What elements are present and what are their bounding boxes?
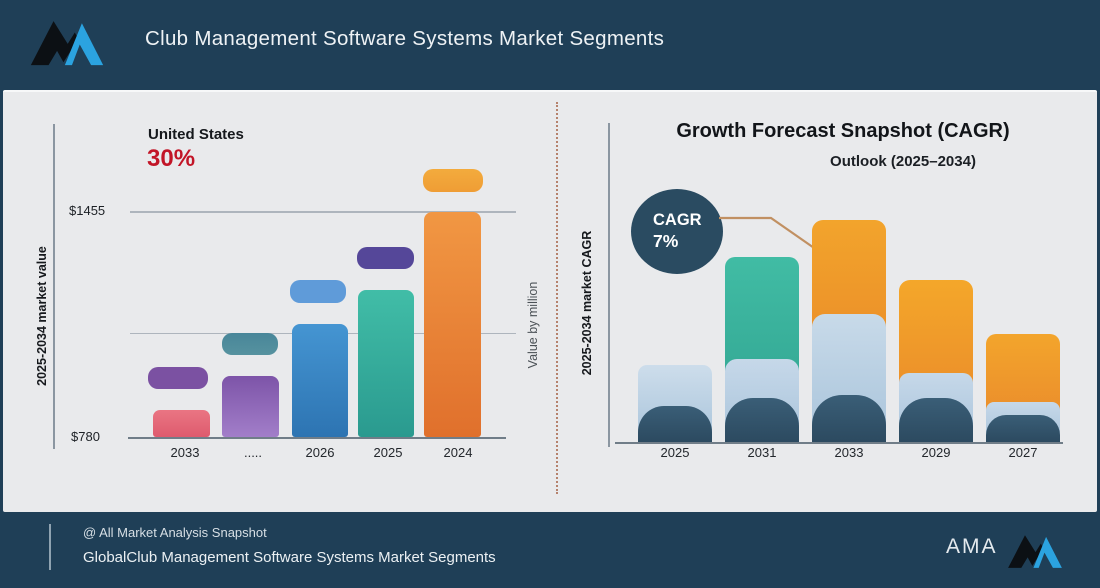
ama-logo-icon: [30, 21, 104, 66]
left-bar-cap-2026: [290, 280, 346, 303]
cagr-badge-value: 7%: [653, 230, 679, 251]
left-x-label-2033: 2033: [170, 445, 200, 460]
right-x-label-2027: 2027: [1008, 445, 1038, 460]
left-bar-dots: [222, 376, 279, 437]
right-x-axis-line: [615, 442, 1063, 444]
left-x-label-2025: 2025: [373, 445, 403, 460]
app-header: Club Management Software Systems Market …: [0, 0, 1100, 90]
left-bar-2024: [424, 212, 481, 437]
right-chart-title: Growth Forecast Snapshot (CAGR): [676, 120, 1010, 142]
left-y-tick-1455: $1455: [69, 203, 106, 218]
right-y-axis-title: 2025-2034 market CAGR: [580, 230, 594, 376]
page-title: Club Management Software Systems Market …: [145, 27, 665, 50]
cagr-badge: CAGR 7%: [631, 189, 723, 274]
right-x-label-2033: 2033: [834, 445, 864, 460]
footer-brand-text: AMA: [946, 535, 998, 558]
left-x-label-dots: .....: [243, 445, 263, 460]
left-y-axis-line: [53, 124, 55, 449]
panel-divider: [556, 102, 558, 494]
left-chart-highlight-percent: 30%: [147, 145, 196, 172]
left-x-label-2024: 2024: [443, 445, 473, 460]
infographic-body: United States 30% 2025-2034 market value…: [3, 90, 1097, 512]
right-x-label-2025: 2025: [660, 445, 690, 460]
ama-logo-footer-icon: [1008, 535, 1062, 568]
left-bar-2025: [358, 290, 414, 437]
app-footer: @ All Market Analysis Snapshot GlobalClu…: [0, 512, 1100, 588]
left-right-axis-title: Value by million: [526, 281, 540, 369]
right-bar-2031-base: [725, 398, 799, 442]
callout-line: [719, 216, 818, 251]
left-x-axis-line: [128, 437, 506, 439]
right-bar-2025-base: [638, 406, 712, 442]
left-bar-cap-2024: [423, 169, 483, 192]
footer-note: @ All Market Analysis Snapshot: [83, 525, 267, 540]
left-bar-cap-dots: [222, 333, 278, 355]
right-bar-2029-base: [899, 398, 973, 442]
right-y-axis-line: [608, 123, 610, 447]
left-bar-cap-2025: [357, 247, 414, 269]
right-bar-2033-base: [812, 395, 886, 442]
left-chart-region-label: United States: [148, 126, 244, 143]
left-y-axis-title: 2025-2034 market value: [35, 246, 49, 386]
left-bar-2033: [153, 410, 210, 437]
left-x-label-2026: 2026: [305, 445, 335, 460]
footer-title: GlobalClub Management Software Systems M…: [83, 549, 496, 566]
footer-divider: [49, 524, 51, 570]
left-bar-cap-2033: [148, 367, 208, 389]
right-bar-2027-base: [986, 415, 1060, 442]
right-x-label-2031: 2031: [747, 445, 777, 460]
right-chart-subtitle: Outlook (2025–2034): [830, 153, 976, 170]
left-gridline-upper: [130, 211, 516, 213]
cagr-badge-label: CAGR: [653, 211, 702, 230]
left-y-tick-780: $780: [71, 429, 100, 444]
right-x-label-2029: 2029: [921, 445, 951, 460]
left-bar-2026: [292, 324, 348, 437]
